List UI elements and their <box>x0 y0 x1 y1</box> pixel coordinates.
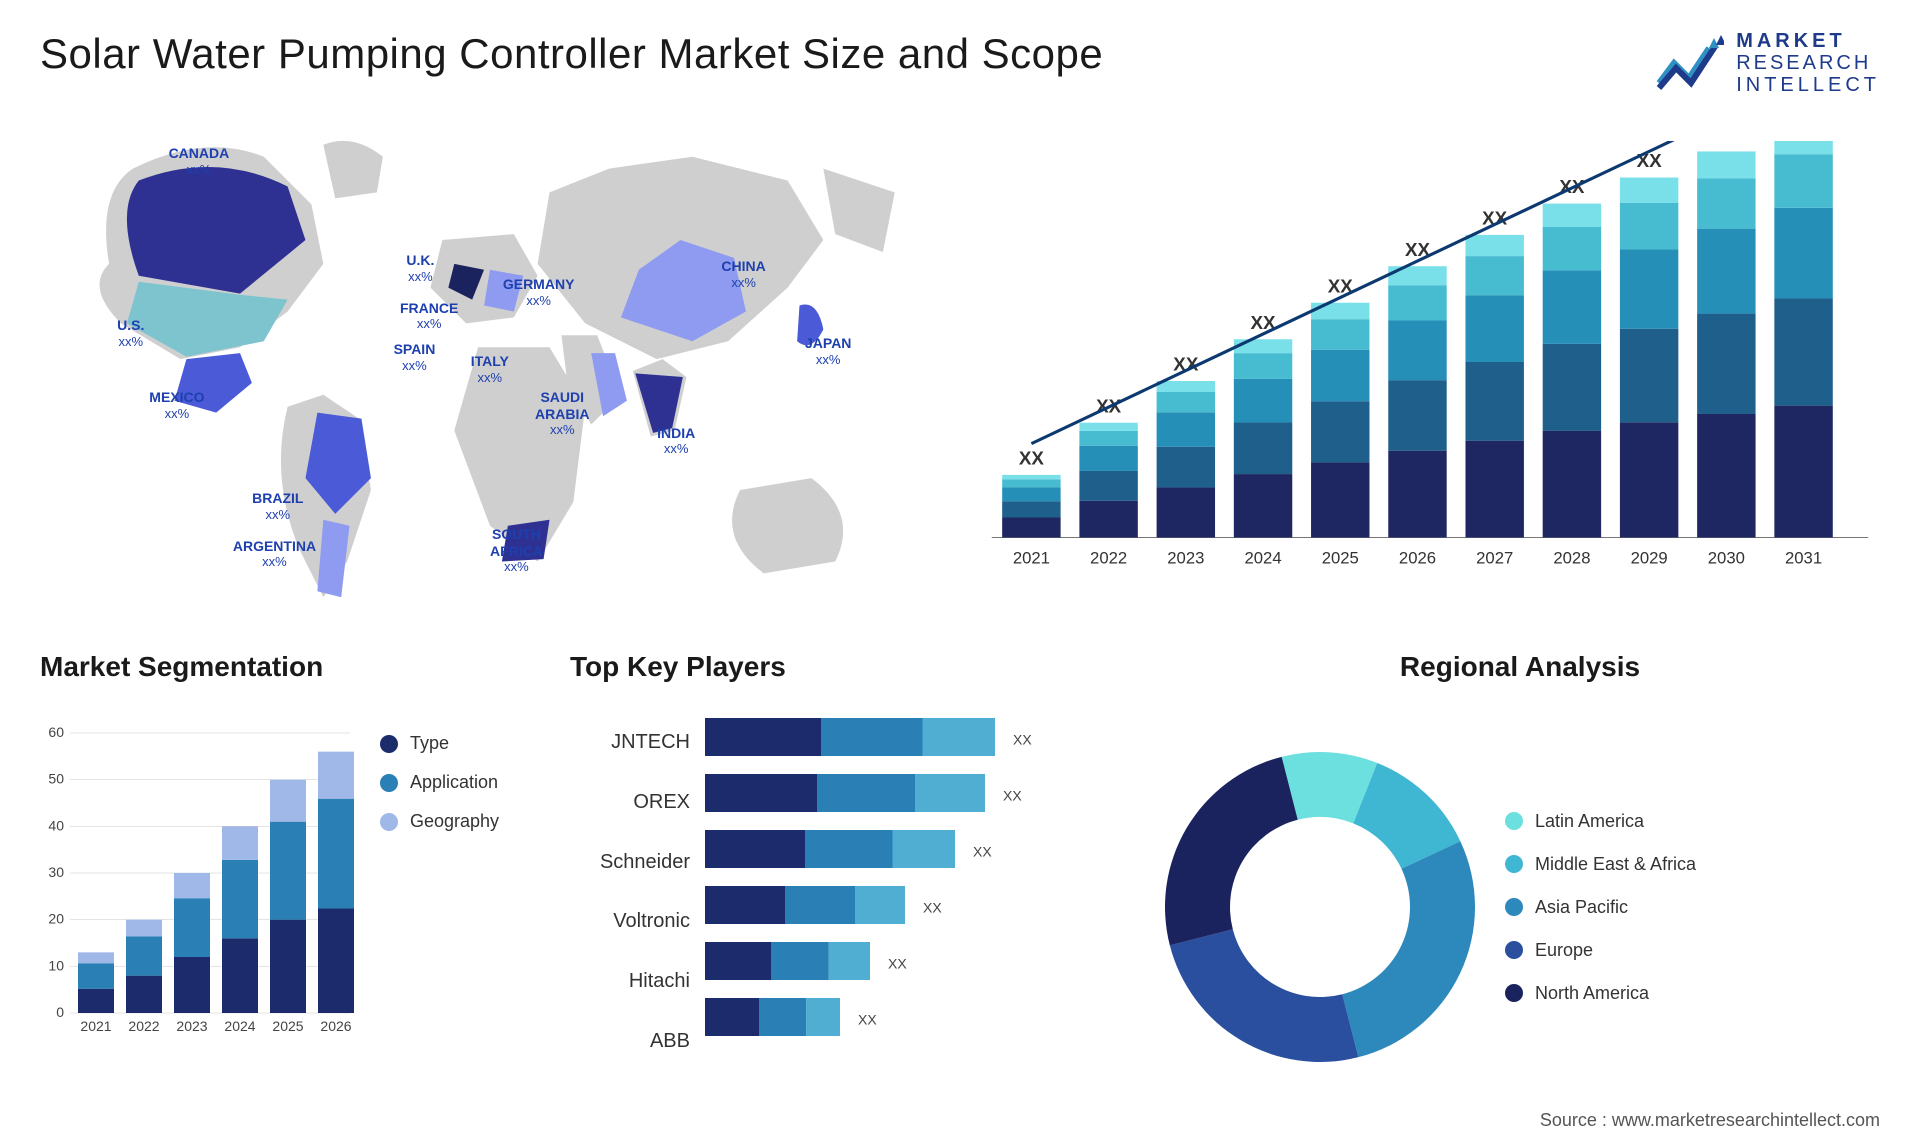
svg-text:XX: XX <box>1013 732 1032 748</box>
map-label: SAUDIARABIAxx% <box>535 389 589 438</box>
player-name: JNTECH <box>570 731 690 754</box>
map-label: INDIAxx% <box>657 425 695 457</box>
segmentation-panel: Market Segmentation 0 10 20 30 40 50 60 2021 202… <box>40 651 540 1111</box>
svg-text:2025: 2025 <box>272 1018 303 1034</box>
logo-line2: RESEARCH <box>1736 52 1880 74</box>
player-name: Voltronic <box>570 910 690 933</box>
svg-text:2023: 2023 <box>1167 549 1204 568</box>
main-chart-svg: XX2021XX2022XX2023XX2024XX2025XX2026XX20… <box>980 141 1880 621</box>
map-label: FRANCExx% <box>400 300 458 332</box>
svg-text:2026: 2026 <box>320 1018 351 1034</box>
legend-item: Geography <box>380 811 540 832</box>
logo-text: MARKET RESEARCH INTELLECT <box>1736 30 1880 96</box>
map-label: U.K.xx% <box>406 252 434 284</box>
svg-text:2022: 2022 <box>128 1018 159 1034</box>
donut-chart <box>1160 747 1480 1067</box>
map-label: BRAZILxx% <box>252 490 303 522</box>
segmentation-legend: Type Application Geography <box>380 703 540 1111</box>
players-panel: Top Key Players JNTECH OREX Schneider Voltr… <box>570 651 1130 1111</box>
main-chart: XX2021XX2022XX2023XX2024XX2025XX2026XX20… <box>980 121 1880 621</box>
donut-svg <box>1160 747 1480 1067</box>
legend-item: Middle East & Africa <box>1505 854 1880 875</box>
map-label: SOUTHAFRICAxx% <box>490 526 543 575</box>
segmentation-chart: 0 10 20 30 40 50 60 2021 2022 2023 2024 2025 2026 <box>40 703 360 1111</box>
svg-text:2027: 2027 <box>1476 549 1513 568</box>
svg-text:2026: 2026 <box>1399 549 1436 568</box>
map-label: ITALYxx% <box>471 353 509 385</box>
player-name: OREX <box>570 791 690 814</box>
svg-text:20: 20 <box>48 911 64 927</box>
svg-text:2022: 2022 <box>1090 549 1127 568</box>
svg-text:50: 50 <box>48 771 64 787</box>
source-text: Source : www.marketresearchintellect.com <box>1540 1110 1880 1131</box>
players-svg: XX XX XX XX XX XX <box>705 703 1125 1063</box>
legend-item: Asia Pacific <box>1505 897 1880 918</box>
svg-text:XX: XX <box>973 844 992 860</box>
svg-text:2030: 2030 <box>1708 549 1745 568</box>
top-row: CANADAxx% U.S.xx% MEXICOxx% BRAZILxx% ARGENT… <box>40 121 1880 621</box>
player-name: Hitachi <box>570 970 690 993</box>
svg-text:2021: 2021 <box>80 1018 111 1034</box>
map-label: MEXICOxx% <box>149 389 204 421</box>
svg-text:2029: 2029 <box>1631 549 1668 568</box>
svg-text:XX: XX <box>858 1012 877 1028</box>
regional-body: Latin America Middle East & Africa Asia Pa… <box>1160 703 1880 1111</box>
page-title: Solar Water Pumping Controller Market Si… <box>40 30 1103 78</box>
svg-text:XX: XX <box>1637 150 1663 171</box>
players-chart: XX XX XX XX XX XX <box>705 703 1130 1111</box>
svg-text:2024: 2024 <box>1244 549 1281 568</box>
svg-text:2025: 2025 <box>1322 549 1359 568</box>
svg-text:2021: 2021 <box>1013 549 1050 568</box>
svg-text:40: 40 <box>48 817 64 833</box>
legend-item: Application <box>380 772 540 793</box>
logo-mark-icon <box>1654 33 1724 93</box>
svg-text:60: 60 <box>48 724 64 740</box>
logo: MARKET RESEARCH INTELLECT <box>1654 30 1880 96</box>
legend-item: North America <box>1505 983 1880 1004</box>
svg-text:0: 0 <box>56 1004 64 1020</box>
map-label: U.S.xx% <box>117 317 144 349</box>
svg-text:2031: 2031 <box>1785 549 1822 568</box>
svg-text:XX: XX <box>1714 141 1740 145</box>
regional-legend: Latin America Middle East & Africa Asia Pa… <box>1505 811 1880 1004</box>
bottom-row: Market Segmentation 0 10 20 30 40 50 60 2021 202… <box>40 651 1880 1111</box>
players-title: Top Key Players <box>570 651 1130 683</box>
svg-text:2023: 2023 <box>176 1018 207 1034</box>
player-name: ABB <box>570 1030 690 1053</box>
map-label: GERMANYxx% <box>503 276 575 308</box>
svg-text:2028: 2028 <box>1553 549 1590 568</box>
logo-line3: INTELLECT <box>1736 74 1880 96</box>
player-name: Schneider <box>570 851 690 874</box>
regional-panel: Regional Analysis Latin America Middle Ea… <box>1160 651 1880 1111</box>
map-label: CHINAxx% <box>721 258 765 290</box>
players-body: JNTECH OREX Schneider Voltronic Hitachi ABB X… <box>570 703 1130 1111</box>
svg-text:XX: XX <box>923 900 942 916</box>
legend-item: Latin America <box>1505 811 1880 832</box>
legend-item: Type <box>380 733 540 754</box>
regional-title: Regional Analysis <box>1160 651 1880 683</box>
map-label: CANADAxx% <box>169 145 230 177</box>
svg-text:30: 30 <box>48 864 64 880</box>
map-label: SPAINxx% <box>394 341 436 373</box>
svg-text:XX: XX <box>1019 447 1045 468</box>
world-map: CANADAxx% U.S.xx% MEXICOxx% BRAZILxx% ARGENT… <box>40 121 940 621</box>
svg-text:10: 10 <box>48 957 64 973</box>
legend-item: Europe <box>1505 940 1880 961</box>
header: Solar Water Pumping Controller Market Si… <box>40 30 1880 96</box>
segmentation-svg: 0 10 20 30 40 50 60 2021 2022 2023 2024 2025 2026 <box>40 703 360 1063</box>
segmentation-title: Market Segmentation <box>40 651 540 683</box>
map-label: ARGENTINAxx% <box>233 538 316 570</box>
logo-line1: MARKET <box>1736 30 1880 52</box>
segmentation-body: 0 10 20 30 40 50 60 2021 2022 2023 2024 2025 2026 Ty… <box>40 703 540 1111</box>
players-labels: JNTECH OREX Schneider Voltronic Hitachi ABB <box>570 703 690 1111</box>
svg-text:2024: 2024 <box>224 1018 255 1034</box>
svg-text:XX: XX <box>888 956 907 972</box>
map-label: JAPANxx% <box>805 335 851 367</box>
svg-text:XX: XX <box>1003 788 1022 804</box>
